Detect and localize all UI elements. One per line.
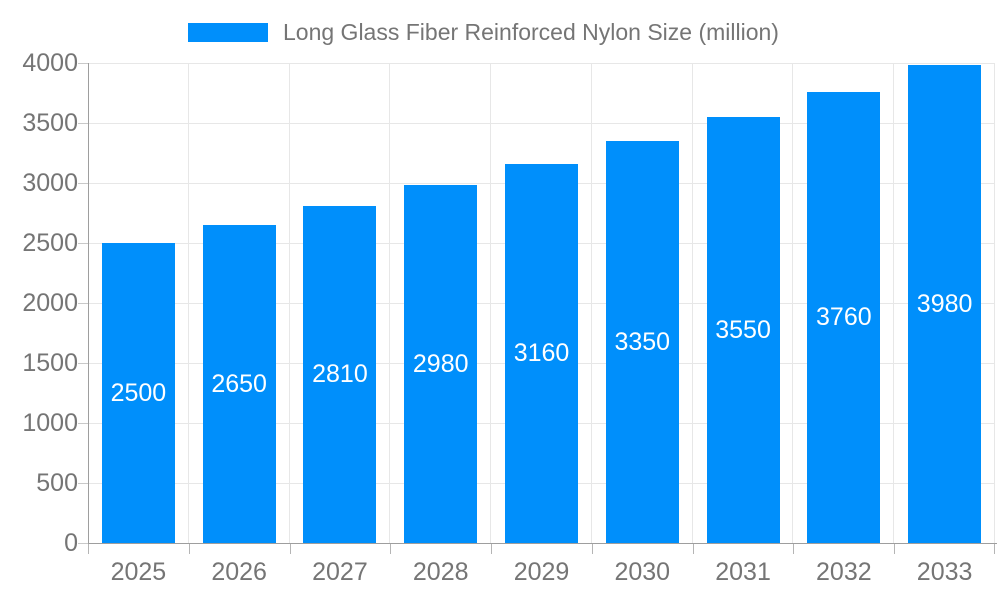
legend-item[interactable]: Long Glass Fiber Reinforced Nylon Size (…: [188, 19, 779, 46]
x-tick-mark: [592, 544, 593, 554]
y-tick-mark: [78, 62, 88, 64]
x-tick-mark: [189, 544, 190, 554]
bar: 3550: [706, 117, 780, 543]
y-tick-mark: [78, 482, 88, 484]
y-tick-label: 1000: [22, 409, 78, 437]
y-tick-label: 0: [64, 529, 78, 557]
x-tick-mark: [693, 544, 694, 554]
y-tick-label: 3500: [22, 109, 78, 137]
bar-value-label: 3980: [916, 289, 973, 318]
x-tick-label: 2033: [916, 558, 973, 586]
x-tick-label: 2031: [715, 558, 771, 586]
bar-value-label: 3550: [715, 315, 771, 344]
bar: 3760: [807, 91, 881, 543]
bar: 2650: [202, 225, 276, 543]
y-tick-mark: [78, 362, 88, 364]
y-tick-label: 500: [36, 469, 78, 497]
y-tick-mark: [78, 122, 88, 124]
x-tick-mark: [894, 544, 895, 554]
bar-value-label: 2980: [412, 349, 469, 378]
x-tick-label: 2028: [412, 558, 469, 586]
h-gridline: [88, 122, 995, 124]
bar-value-label: 2500: [110, 378, 167, 407]
x-tick-label: 2029: [513, 558, 570, 586]
y-tick-mark: [78, 422, 88, 424]
legend-label: Long Glass Fiber Reinforced Nylon Size (…: [283, 19, 779, 45]
v-gridline: [893, 63, 894, 543]
y-tick-mark: [78, 242, 88, 244]
bar: 2500: [101, 243, 175, 543]
y-tick-mark: [78, 182, 88, 184]
y-tick-label: 2500: [22, 229, 78, 257]
y-tick-mark: [78, 302, 88, 304]
x-tick-label: 2030: [614, 558, 671, 586]
bar: 2810: [303, 205, 377, 543]
x-tick-mark: [290, 544, 291, 554]
y-tick-label: 1500: [22, 349, 78, 377]
x-tick-label: 2032: [816, 558, 872, 586]
v-gridline: [188, 63, 189, 543]
x-tick-mark: [491, 544, 492, 554]
bar-value-label: 3350: [614, 327, 671, 356]
h-gridline: [88, 62, 995, 64]
y-tick-label: 2000: [22, 289, 78, 317]
v-gridline: [692, 63, 693, 543]
v-gridline: [994, 63, 995, 543]
v-gridline: [591, 63, 592, 543]
bar-value-label: 2810: [312, 359, 368, 388]
bar-value-label: 3760: [816, 302, 872, 331]
v-gridline: [490, 63, 491, 543]
y-tick-label: 3000: [22, 169, 78, 197]
bar: 3160: [505, 163, 578, 543]
x-tick-label: 2026: [211, 558, 267, 586]
y-tick-label: 4000: [22, 49, 78, 77]
x-tick-label: 2027: [312, 558, 368, 586]
bar-value-label: 3160: [513, 338, 570, 367]
v-gridline: [289, 63, 290, 543]
bar: 3980: [908, 65, 982, 543]
bar-value-label: 2650: [211, 369, 267, 398]
bar: 2980: [404, 185, 478, 543]
x-tick-mark: [88, 544, 89, 554]
legend-swatch-icon: [188, 23, 268, 42]
v-gridline: [792, 63, 793, 543]
x-axis-line: [88, 543, 997, 544]
bar: 3350: [605, 141, 679, 543]
x-tick-mark: [994, 544, 995, 554]
x-tick-mark: [390, 544, 391, 554]
plot-area: 2500 2650 2810 2980 3160 3350 3550 3760 3980: [78, 62, 997, 554]
v-gridline: [389, 63, 390, 543]
y-tick-mark: [78, 542, 88, 544]
x-tick-label: 2025: [110, 558, 167, 586]
y-axis-line: [88, 63, 89, 553]
x-tick-mark: [793, 544, 794, 554]
